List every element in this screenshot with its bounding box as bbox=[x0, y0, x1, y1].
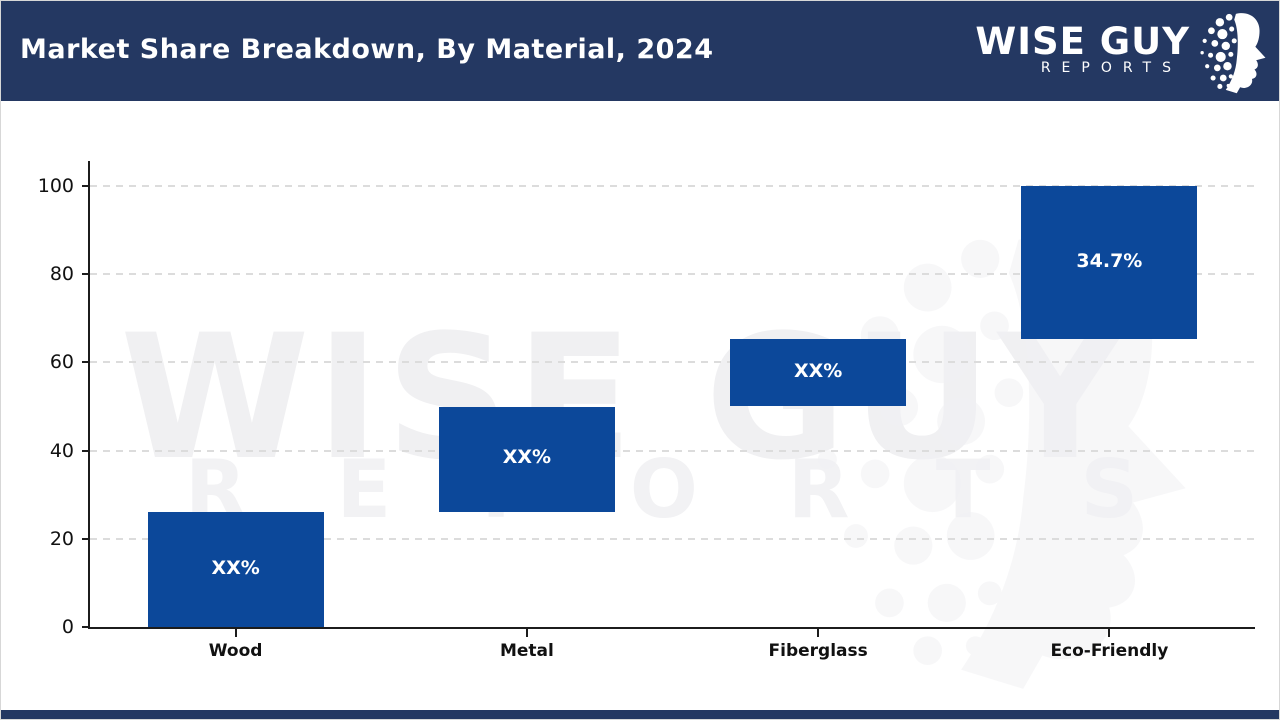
logo-text-reports: REPORTS bbox=[1040, 60, 1182, 76]
y-tick-80 bbox=[82, 273, 90, 276]
x-tick-label-fiberglass: Fiberglass bbox=[768, 641, 868, 661]
y-tick-label-40: 40 bbox=[49, 439, 74, 462]
x-tick-eco-friendly bbox=[1108, 629, 1111, 637]
logo-face-icon bbox=[1200, 13, 1266, 94]
y-tick-label-60: 60 bbox=[49, 351, 74, 374]
x-axis-line bbox=[88, 627, 1255, 629]
bar-metal bbox=[438, 406, 615, 513]
gridline-100 bbox=[90, 185, 1255, 187]
bar-label-eco-friendly: 34.7% bbox=[1076, 249, 1143, 272]
y-axis-line bbox=[88, 161, 90, 629]
bar-eco-friendly bbox=[1021, 186, 1198, 340]
y-tick-label-100: 100 bbox=[37, 175, 74, 197]
chart-area: WISE GUY REPORTS 0 20 40 60 80 100 XX% Wood XX% M… bbox=[0, 101, 1280, 710]
wise-guy-reports-logo: WISE GUY REPORTS bbox=[975, 0, 1268, 101]
x-tick-fiberglass bbox=[817, 629, 820, 637]
footer-band bbox=[0, 710, 1280, 720]
bar-label-fiberglass: XX% bbox=[793, 359, 843, 382]
y-tick-0 bbox=[82, 626, 90, 628]
y-tick-label-20: 20 bbox=[49, 527, 74, 550]
x-tick-label-eco-friendly: Eco-Friendly bbox=[1050, 641, 1169, 661]
x-tick-label-metal: Metal bbox=[499, 641, 554, 661]
x-tick-label-wood: Wood bbox=[208, 641, 263, 661]
gridline-40 bbox=[90, 449, 1255, 452]
bar-label-metal: XX% bbox=[502, 446, 552, 469]
x-tick-metal bbox=[525, 629, 528, 637]
gridline-60 bbox=[90, 361, 1255, 364]
bar-wood bbox=[147, 512, 324, 627]
logo-text-wise-guy: WISE GUY bbox=[975, 20, 1190, 63]
gridline-20 bbox=[90, 537, 1255, 540]
y-tick-label-0: 0 bbox=[61, 616, 74, 638]
page-title: Market Share Breakdown, By Material, 202… bbox=[20, 34, 714, 65]
y-tick-20 bbox=[82, 537, 90, 540]
x-tick-wood bbox=[234, 629, 237, 637]
y-tick-60 bbox=[82, 361, 90, 364]
y-tick-40 bbox=[82, 449, 90, 452]
y-tick-label-80: 80 bbox=[49, 263, 74, 286]
watermark-face-dots bbox=[817, 235, 1186, 689]
bar-fiberglass bbox=[730, 339, 907, 407]
gridline-80 bbox=[90, 273, 1255, 276]
header-band: Market Share Breakdown, By Material, 202… bbox=[0, 0, 1280, 101]
bar-label-wood: XX% bbox=[211, 556, 260, 579]
y-tick-100 bbox=[82, 185, 90, 187]
